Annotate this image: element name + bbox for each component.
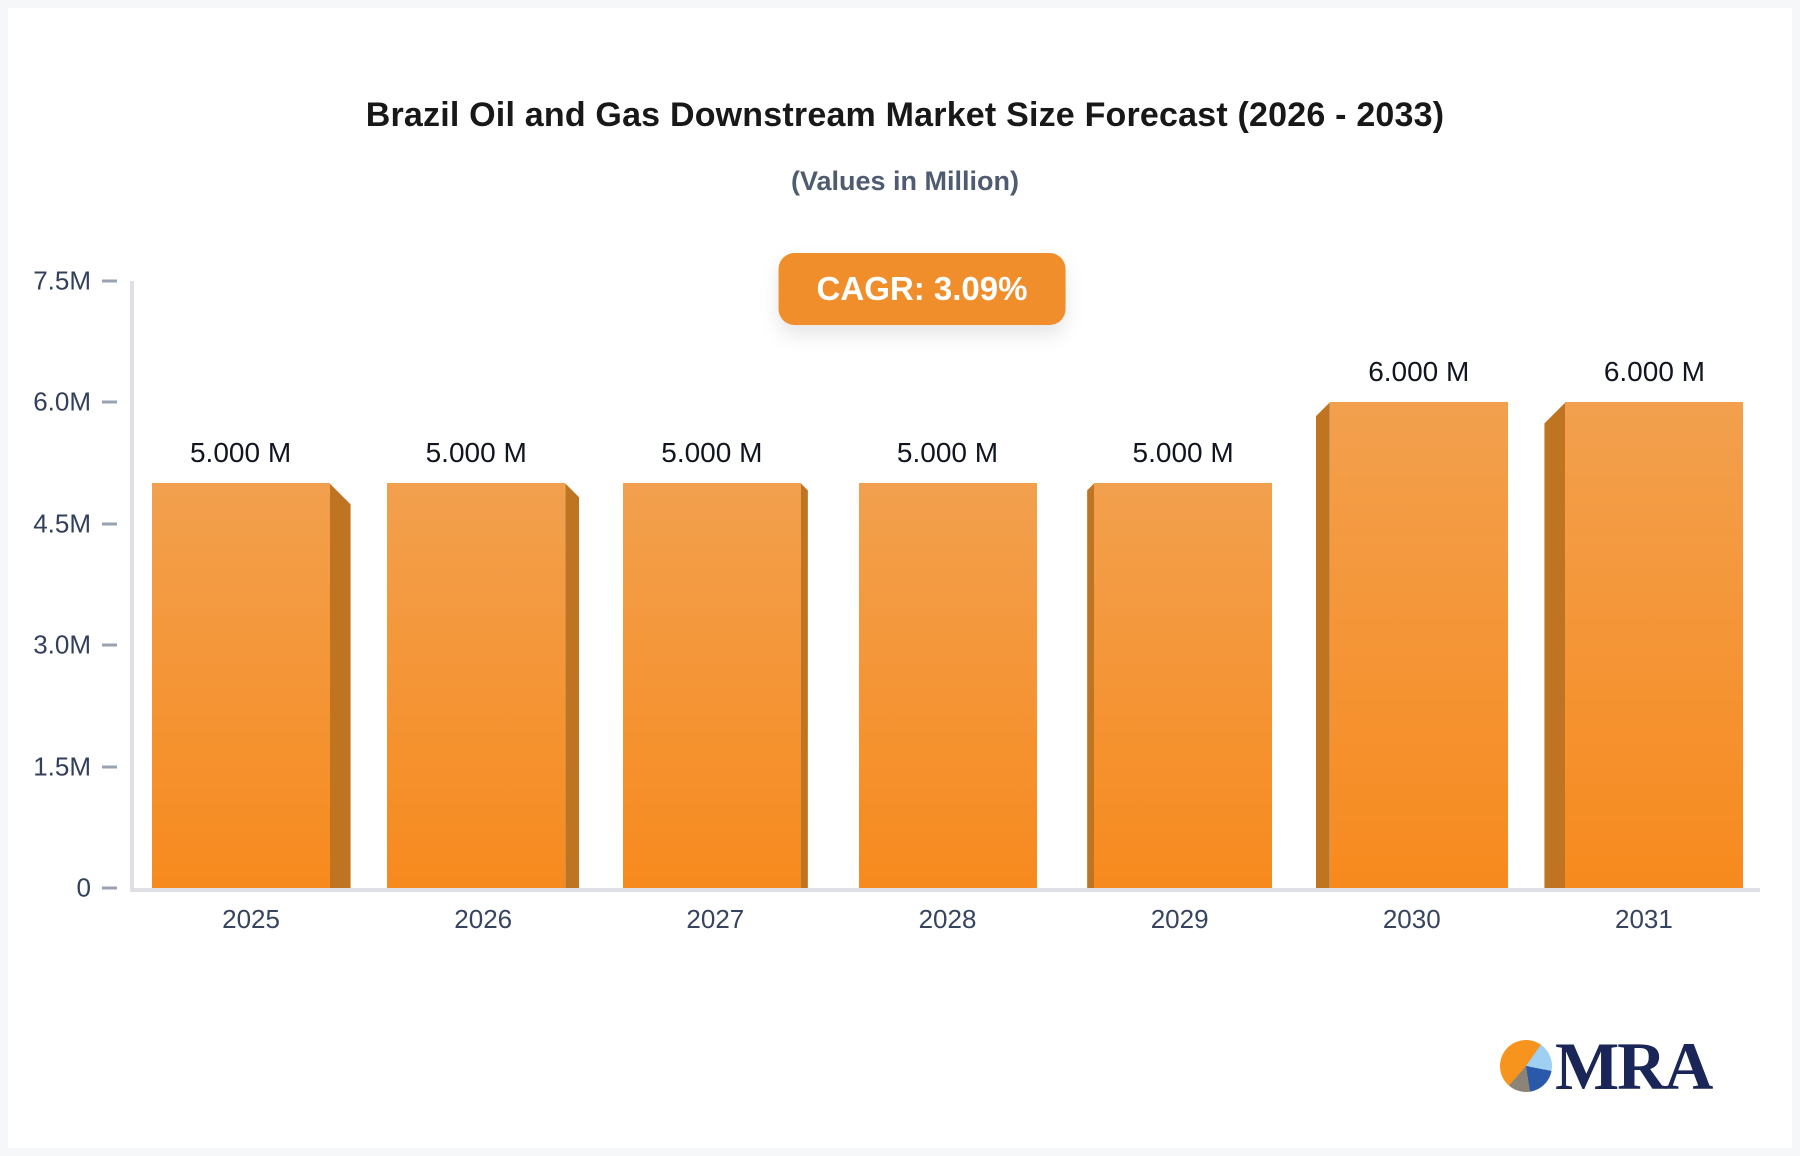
bar-value-label: 6.000 M bbox=[1603, 356, 1705, 388]
x-axis-label-2029: 2029 bbox=[1150, 904, 1209, 934]
bar-2026: 5.000 M bbox=[387, 437, 580, 888]
y-tick-mark bbox=[102, 886, 117, 890]
bar-value-label: 5.000 M bbox=[661, 437, 763, 469]
mra-logo: MRA bbox=[1500, 1028, 1713, 1104]
bar-face bbox=[858, 483, 1037, 888]
x-axis-labels: 2025 2026 2027 2028 2029 2030 2031 bbox=[135, 904, 1760, 935]
bar-value-label: 5.000 M bbox=[189, 437, 292, 469]
y-axis-line bbox=[130, 281, 134, 888]
y-tick-label: 0 bbox=[76, 872, 91, 903]
y-tick-label: 6.0M bbox=[33, 386, 91, 417]
bar-side-face bbox=[1087, 483, 1095, 888]
chart-subtitle: (Values in Million) bbox=[790, 166, 1020, 196]
x-axis-label-2028: 2028 bbox=[918, 904, 977, 934]
y-tick-mark bbox=[102, 279, 117, 283]
bar-face bbox=[1565, 402, 1744, 888]
bar-2031: 6.000 M bbox=[1544, 356, 1744, 888]
y-tick-label: 7.5M bbox=[33, 265, 91, 296]
bar-value-label: 5.000 M bbox=[425, 437, 527, 469]
bar-face bbox=[622, 483, 801, 888]
pie-chart-icon bbox=[1500, 1040, 1552, 1092]
bar-side-face bbox=[329, 483, 351, 888]
x-axis-label-2026: 2026 bbox=[454, 904, 513, 934]
bar-2028: 5.000 M bbox=[858, 437, 1037, 888]
x-axis-label-2027: 2027 bbox=[686, 904, 745, 934]
bar-side-face bbox=[1315, 402, 1330, 888]
bar-2027: 5.000 M bbox=[622, 437, 808, 888]
bar-side-face bbox=[800, 483, 808, 888]
bar-side-face bbox=[565, 483, 580, 888]
bar-value-label: 6.000 M bbox=[1368, 356, 1470, 388]
x-axis-label-2031: 2031 bbox=[1614, 904, 1673, 934]
plot-area: 7.5M 6.0M 4.5M 3.0M 1.5M 0 5.000 M 5.000 M 5.000… bbox=[33, 266, 1760, 903]
bar-2025: 5.000 M bbox=[151, 437, 351, 888]
bar-face bbox=[387, 483, 566, 888]
logo-text: MRA bbox=[1555, 1028, 1713, 1104]
y-tick-mark bbox=[102, 643, 117, 647]
x-axis-label-2025: 2025 bbox=[222, 904, 280, 934]
bar-value-label: 5.000 M bbox=[896, 437, 999, 469]
y-tick-label: 1.5M bbox=[33, 751, 91, 782]
bar-2029: 5.000 M bbox=[1087, 437, 1273, 888]
x-axis-line bbox=[130, 888, 1760, 892]
bar-face bbox=[151, 483, 330, 888]
y-tick-mark bbox=[102, 522, 117, 526]
y-tick-label: 4.5M bbox=[33, 508, 91, 539]
y-tick-mark bbox=[102, 765, 117, 769]
bar-2030: 6.000 M bbox=[1315, 356, 1508, 888]
bar-side-face bbox=[1544, 402, 1566, 888]
bar-value-label: 5.000 M bbox=[1132, 437, 1234, 469]
chart-title: Brazil Oil and Gas Downstream Market Siz… bbox=[365, 96, 1445, 134]
cagr-badge: CAGR: 3.09% bbox=[778, 253, 1066, 325]
y-tick-label: 3.0M bbox=[33, 629, 91, 660]
bar-face bbox=[1329, 402, 1508, 888]
y-tick-mark bbox=[102, 400, 117, 404]
bar-face bbox=[1094, 483, 1273, 888]
x-axis-label-2030: 2030 bbox=[1382, 904, 1441, 934]
